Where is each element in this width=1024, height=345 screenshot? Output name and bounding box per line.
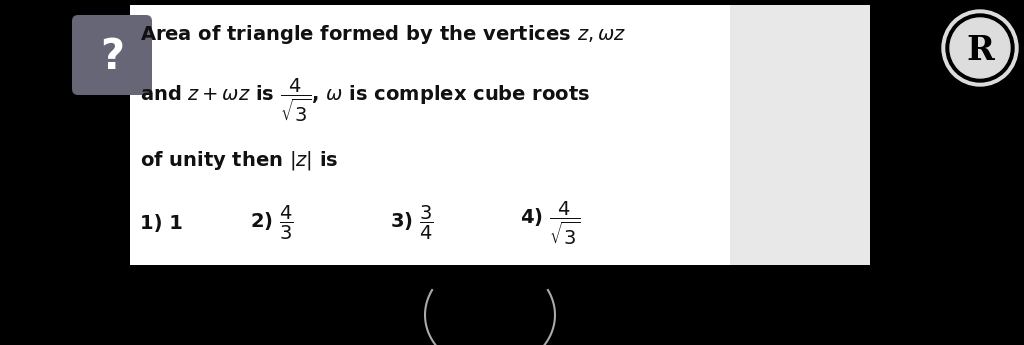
FancyBboxPatch shape [72,15,152,95]
Bar [730,5,870,265]
Text: ?: ? [100,36,124,78]
Text: of unity then $|z|$ is: of unity then $|z|$ is [140,148,339,171]
Text: Area of triangle formed by the vertices $z, \omega z$: Area of triangle formed by the vertices … [140,23,627,47]
Bar [130,5,730,265]
Text: and $z+\omega z$ is $\dfrac{4}{\sqrt{3}}$, $\omega$ is complex cube roots: and $z+\omega z$ is $\dfrac{4}{\sqrt{3}}… [140,76,590,124]
Text: 4) $\dfrac{4}{\sqrt{3}}$: 4) $\dfrac{4}{\sqrt{3}}$ [520,199,580,247]
Text: 2) $\dfrac{4}{3}$: 2) $\dfrac{4}{3}$ [250,204,294,242]
Text: R: R [966,33,994,67]
Circle shape [950,18,1010,78]
Circle shape [942,10,1018,86]
Text: 1) 1: 1) 1 [140,214,183,233]
Text: 3) $\dfrac{3}{4}$: 3) $\dfrac{3}{4}$ [390,204,434,242]
Circle shape [946,14,1014,82]
